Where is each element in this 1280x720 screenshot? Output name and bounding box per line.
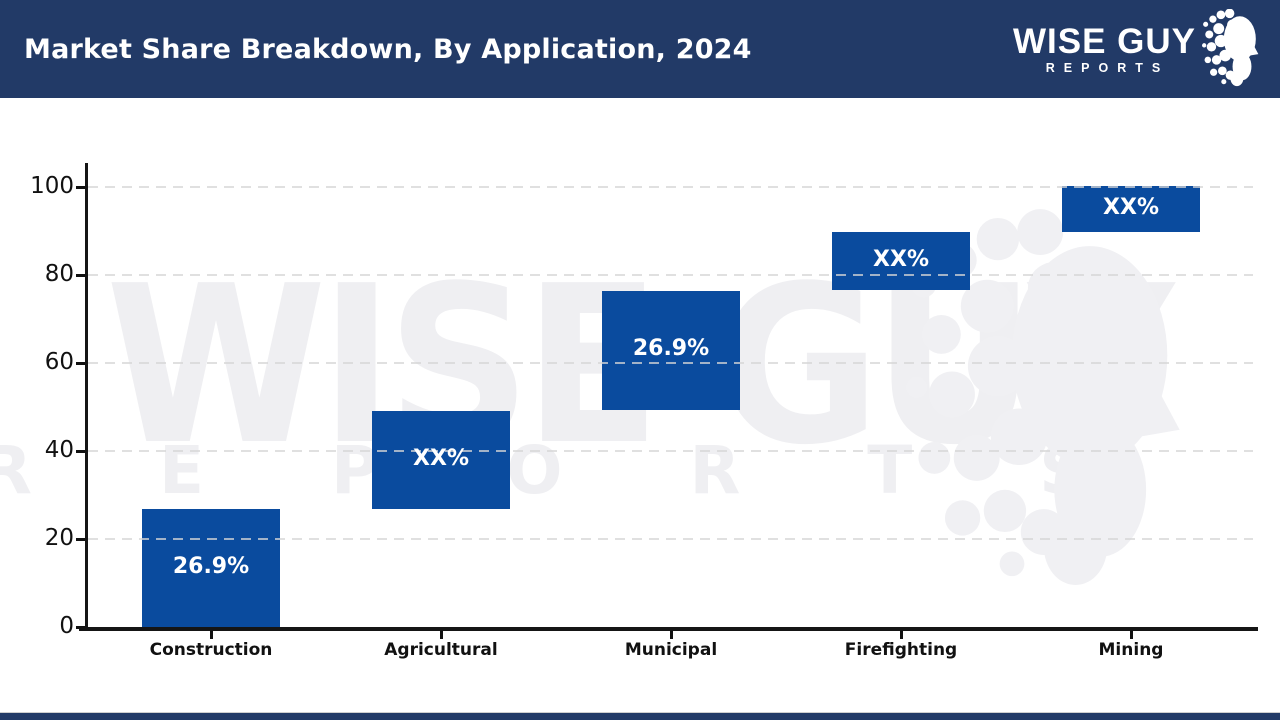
brand-logo-text: WISE GUY REPORTS	[1013, 24, 1196, 75]
bar-value-label: 26.9%	[632, 336, 710, 362]
bar-firefighting	[832, 231, 970, 290]
footer-divider	[0, 712, 1280, 713]
y-tick-mark	[76, 362, 85, 365]
x-axis-line	[79, 627, 1258, 631]
page-title: Market Share Breakdown, By Application, …	[24, 33, 752, 65]
bar-mining	[1062, 186, 1200, 232]
x-category-label-municipal: Municipal	[624, 640, 718, 660]
x-tick-mark	[1130, 631, 1133, 639]
brand-logo: WISE GUY REPORTS	[1013, 9, 1262, 89]
x-tick-mark	[210, 631, 213, 639]
gridline-100	[88, 186, 1253, 188]
watermark-subtitle-text: R E P O R T S	[0, 432, 1139, 509]
bar-value-label: XX%	[413, 445, 469, 471]
bar-value-label: 26.9%	[172, 553, 250, 579]
y-tick-label: 40	[44, 437, 74, 463]
y-tick-mark	[76, 538, 85, 541]
bar-municipal	[602, 291, 740, 410]
bar-agricultural	[372, 410, 510, 509]
y-tick-label: 100	[30, 173, 74, 199]
x-tick-mark	[900, 631, 903, 639]
y-tick-label: 60	[44, 349, 74, 375]
x-category-label-agricultural: Agricultural	[384, 640, 498, 660]
y-tick-mark	[76, 450, 85, 453]
y-tick-mark	[76, 186, 85, 189]
bar-value-label: XX%	[1103, 195, 1159, 220]
head-profile-logo-icon	[1202, 9, 1259, 87]
footer-bar	[0, 713, 1280, 720]
bar-construction	[142, 508, 280, 627]
gridline-80	[88, 274, 1253, 276]
gridline-60	[88, 362, 1253, 364]
x-category-label-construction: Construction	[149, 640, 273, 660]
gridline-40	[88, 450, 1253, 452]
y-tick-label: 20	[44, 525, 74, 551]
y-tick-label: 0	[59, 613, 74, 639]
brand-name: WISE GUY	[1012, 21, 1196, 61]
bar-value-label: XX%	[873, 246, 929, 272]
y-axis-line	[85, 163, 88, 631]
gridline-20	[88, 538, 1253, 540]
x-tick-mark	[440, 631, 443, 639]
x-category-label-mining: Mining	[1098, 640, 1164, 660]
brand-subtitle: REPORTS	[1045, 60, 1170, 75]
header-bar: Market Share Breakdown, By Application, …	[0, 0, 1280, 98]
y-tick-label: 80	[44, 261, 74, 287]
y-tick-mark	[76, 274, 85, 277]
x-category-label-firefighting: Firefighting	[844, 640, 958, 660]
x-tick-mark	[670, 631, 673, 639]
